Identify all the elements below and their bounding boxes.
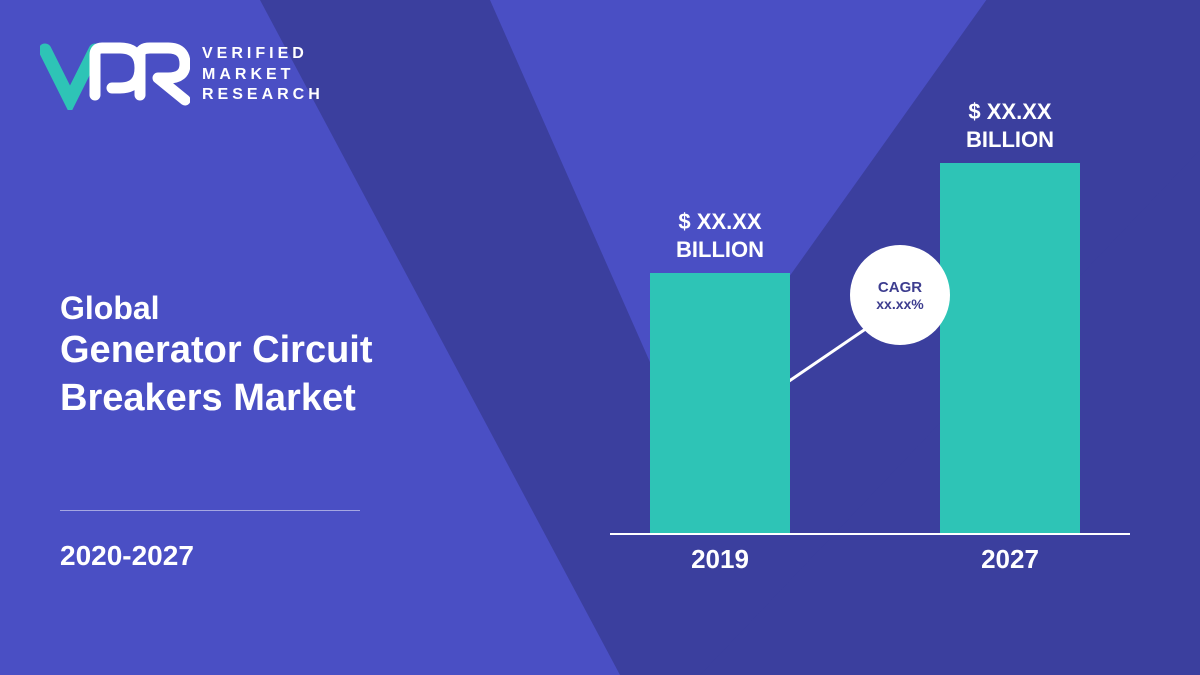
bar-2027-value-line1: $ XX.XX bbox=[968, 99, 1051, 124]
bar-2027-year: 2027 bbox=[940, 544, 1080, 575]
logo-block: VERIFIED MARKET RESEARCH bbox=[40, 40, 324, 110]
bar-2019-value-line2: BILLION bbox=[676, 237, 764, 262]
title-prefix: Global bbox=[60, 290, 520, 327]
bar-2019 bbox=[650, 273, 790, 533]
vmr-logo-icon bbox=[40, 40, 190, 110]
logo-line3: RESEARCH bbox=[202, 85, 324, 106]
title-divider bbox=[60, 510, 360, 511]
bar-2019-value: $ XX.XX BILLION bbox=[630, 208, 810, 263]
cagr-badge: CAGR xx.xx% bbox=[850, 245, 950, 345]
bar-2019-year: 2019 bbox=[650, 544, 790, 575]
logo-text: VERIFIED MARKET RESEARCH bbox=[202, 44, 324, 106]
bar-2027 bbox=[940, 163, 1080, 533]
chart-baseline bbox=[610, 533, 1130, 535]
infographic-canvas: VERIFIED MARKET RESEARCH Global Generato… bbox=[0, 0, 1200, 675]
logo-line1: VERIFIED bbox=[202, 44, 324, 65]
cagr-label: CAGR bbox=[878, 279, 922, 296]
bar-2019-value-line1: $ XX.XX bbox=[678, 209, 761, 234]
title-block: Global Generator Circuit Breakers Market bbox=[60, 290, 520, 422]
bar-chart: $ XX.XX BILLION 2019 $ XX.XX BILLION 202… bbox=[610, 135, 1130, 575]
title-main: Generator Circuit Breakers Market bbox=[60, 327, 520, 422]
bar-2027-value: $ XX.XX BILLION bbox=[920, 98, 1100, 153]
bar-2027-value-line2: BILLION bbox=[966, 127, 1054, 152]
cagr-value: xx.xx% bbox=[876, 296, 923, 312]
year-range: 2020-2027 bbox=[60, 540, 194, 572]
logo-line2: MARKET bbox=[202, 65, 324, 86]
